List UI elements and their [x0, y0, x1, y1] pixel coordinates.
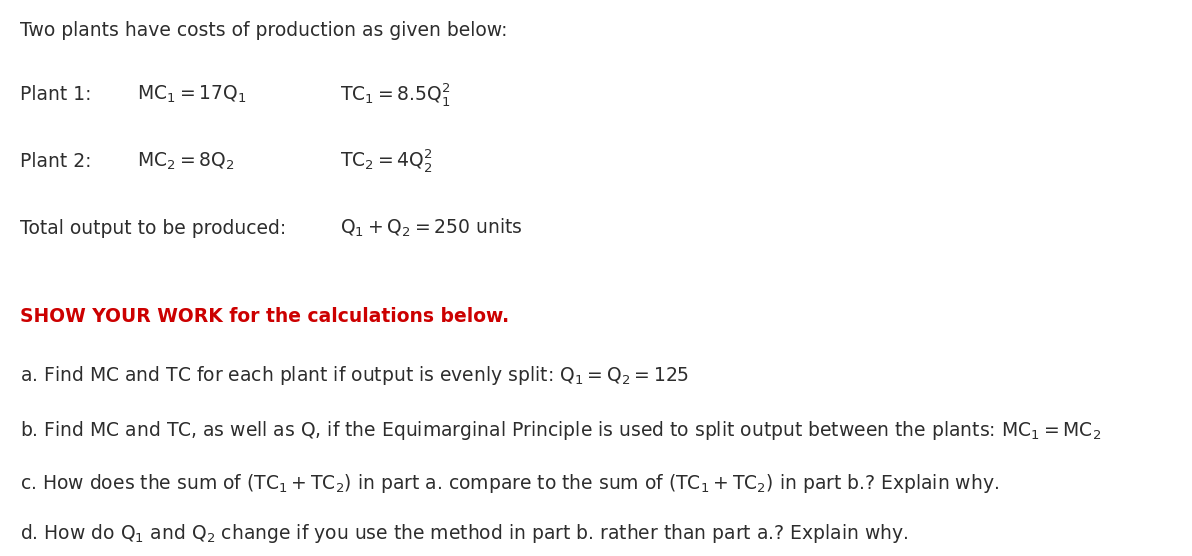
- Text: Two plants have costs of production as given below:: Two plants have costs of production as g…: [20, 21, 508, 40]
- Text: $\mathsf{TC_1 = 8.5Q_1^2}$: $\mathsf{TC_1 = 8.5Q_1^2}$: [340, 81, 451, 107]
- Text: Total output to be produced:: Total output to be produced:: [20, 219, 286, 237]
- Text: Plant 1:: Plant 1:: [20, 85, 92, 104]
- Text: c. How does the sum of $(\mathsf{TC_1 + TC_2})$ in part a. compare to the sum of: c. How does the sum of $(\mathsf{TC_1 + …: [20, 472, 999, 495]
- Text: b. Find MC and TC, as well as Q, if the Equimarginal Principle is used to split : b. Find MC and TC, as well as Q, if the …: [20, 419, 1101, 443]
- Text: $\mathsf{MC_2 = 8Q_2}$: $\mathsf{MC_2 = 8Q_2}$: [137, 151, 235, 172]
- Text: $\mathsf{Q_1 + Q_2 = 250}$ units: $\mathsf{Q_1 + Q_2 = 250}$ units: [340, 216, 522, 239]
- Text: SHOW YOUR WORK for the calculations below.: SHOW YOUR WORK for the calculations belo…: [20, 307, 509, 326]
- Text: $\mathsf{TC_2 = 4Q_2^2}$: $\mathsf{TC_2 = 4Q_2^2}$: [340, 147, 433, 174]
- Text: a. Find MC and TC for each plant if output is evenly split: $\mathsf{Q_1 = Q_2 =: a. Find MC and TC for each plant if outp…: [20, 364, 689, 387]
- Text: Plant 2:: Plant 2:: [20, 152, 92, 171]
- Text: $\mathsf{MC_1 = 17Q_1}$: $\mathsf{MC_1 = 17Q_1}$: [137, 84, 247, 106]
- Text: d. How do $\mathsf{Q_1}$ and $\mathsf{Q_2}$ change if you use the method in part: d. How do $\mathsf{Q_1}$ and $\mathsf{Q_…: [20, 522, 908, 545]
